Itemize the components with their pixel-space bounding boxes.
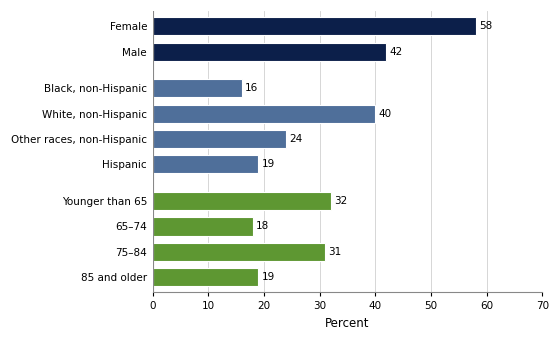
- Text: 19: 19: [262, 272, 275, 282]
- Text: 19: 19: [262, 159, 275, 169]
- Bar: [153, 79, 242, 98]
- X-axis label: Percent: Percent: [325, 317, 370, 330]
- Bar: [153, 130, 286, 148]
- Bar: [153, 217, 253, 236]
- Bar: [153, 155, 258, 174]
- Bar: [153, 192, 331, 210]
- Text: 32: 32: [334, 196, 347, 206]
- Bar: [153, 17, 475, 35]
- Bar: [153, 243, 325, 261]
- Text: 16: 16: [245, 84, 258, 93]
- Bar: [153, 43, 386, 61]
- Text: 31: 31: [329, 247, 342, 257]
- Text: 40: 40: [379, 109, 392, 119]
- Text: 18: 18: [256, 221, 269, 232]
- Text: 42: 42: [390, 47, 403, 57]
- Text: 58: 58: [479, 21, 492, 31]
- Bar: [153, 268, 258, 286]
- Bar: [153, 105, 375, 123]
- Text: 24: 24: [290, 134, 303, 144]
